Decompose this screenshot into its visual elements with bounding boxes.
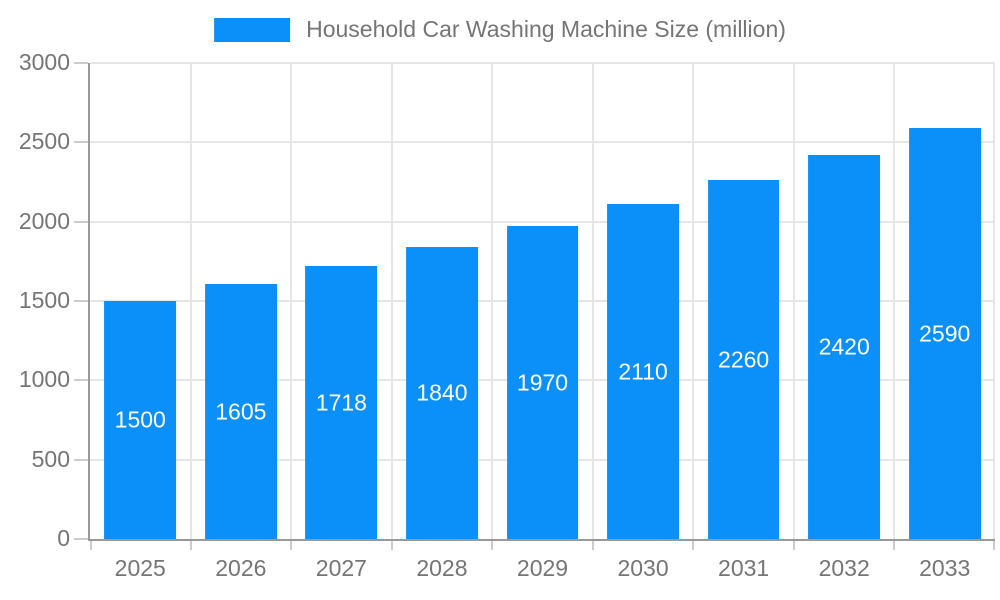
x-axis-label: 2026	[215, 555, 267, 581]
y-axis-label: 2000	[18, 207, 70, 234]
bar-value-label: 2420	[818, 333, 870, 360]
x-axis-label: 2030	[617, 555, 669, 581]
y-axis-tick	[74, 62, 88, 64]
bar[interactable]: 1840	[406, 247, 478, 539]
bar-value-label: 1840	[416, 379, 468, 406]
bar[interactable]: 2110	[607, 204, 679, 539]
x-axis-label: 2027	[315, 555, 367, 581]
x-axis-tick	[692, 541, 695, 550]
bar[interactable]: 1970	[506, 226, 579, 539]
bar[interactable]: 1605	[204, 284, 277, 539]
x-axis-tick	[189, 541, 192, 550]
x-axis-tick	[591, 541, 594, 550]
x-gridline	[993, 63, 995, 539]
y-axis-tick	[74, 141, 88, 144]
y-axis-tick	[74, 458, 88, 461]
bar-value-label: 2260	[718, 346, 770, 373]
x-axis-tick	[390, 541, 393, 550]
x-gridline	[792, 63, 795, 539]
bar-value-label: 1970	[516, 369, 569, 396]
x-axis-label: 2028	[416, 555, 468, 581]
y-axis-label: 1000	[18, 366, 70, 393]
y-axis-tick	[74, 300, 88, 302]
bar-value-label: 2110	[618, 358, 668, 385]
x-axis-tick	[893, 541, 896, 550]
x-gridline	[189, 63, 192, 539]
bar-value-label: 1605	[215, 398, 267, 425]
y-axis-label: 2500	[18, 128, 70, 155]
y-gridline	[90, 62, 995, 64]
bar[interactable]: 2590	[908, 128, 981, 539]
x-axis-tick	[792, 541, 795, 550]
x-axis-tick	[290, 541, 293, 550]
bar[interactable]: 1718	[305, 266, 378, 539]
bar[interactable]: 1500	[104, 301, 177, 539]
x-axis-label: 2029	[516, 555, 569, 581]
x-axis-tick	[90, 541, 92, 550]
x-gridline	[692, 63, 695, 539]
y-axis-label: 1500	[18, 286, 70, 313]
bar[interactable]: 2420	[808, 155, 881, 539]
x-axis-label: 2031	[718, 555, 770, 581]
x-axis-tick	[491, 541, 494, 550]
x-gridline	[491, 63, 494, 539]
x-axis-label: 2033	[919, 555, 971, 581]
legend-item[interactable]: Household Car Washing Machine Size (mill…	[214, 16, 786, 43]
bar[interactable]: 2260	[707, 180, 780, 539]
legend-swatch	[214, 17, 291, 42]
y-axis-tick	[74, 220, 88, 223]
bar-value-label: 1718	[315, 389, 367, 416]
x-gridline	[591, 63, 594, 539]
y-axis-label: 500	[31, 445, 70, 472]
y-gridline	[90, 141, 995, 144]
legend-label: Household Car Washing Machine Size (mill…	[306, 16, 786, 42]
x-axis-label: 2025	[114, 555, 166, 581]
y-axis-label: 0	[57, 524, 70, 551]
y-axis-tick	[74, 538, 88, 540]
x-axis-tick	[993, 541, 995, 550]
y-axis-tick	[74, 379, 88, 382]
x-gridline	[290, 63, 293, 539]
plot-area: 0 500 1000 1500 2000 2500 3000 1500 2025 1605 2026…	[19, 49, 995, 581]
x-axis-label: 2032	[818, 555, 870, 581]
x-gridline	[893, 63, 896, 539]
bar-value-label: 2590	[919, 320, 971, 347]
y-gridline	[90, 220, 995, 223]
bar-value-label: 1500	[114, 406, 166, 433]
y-axis-label: 3000	[18, 48, 70, 75]
x-gridline	[390, 63, 393, 539]
